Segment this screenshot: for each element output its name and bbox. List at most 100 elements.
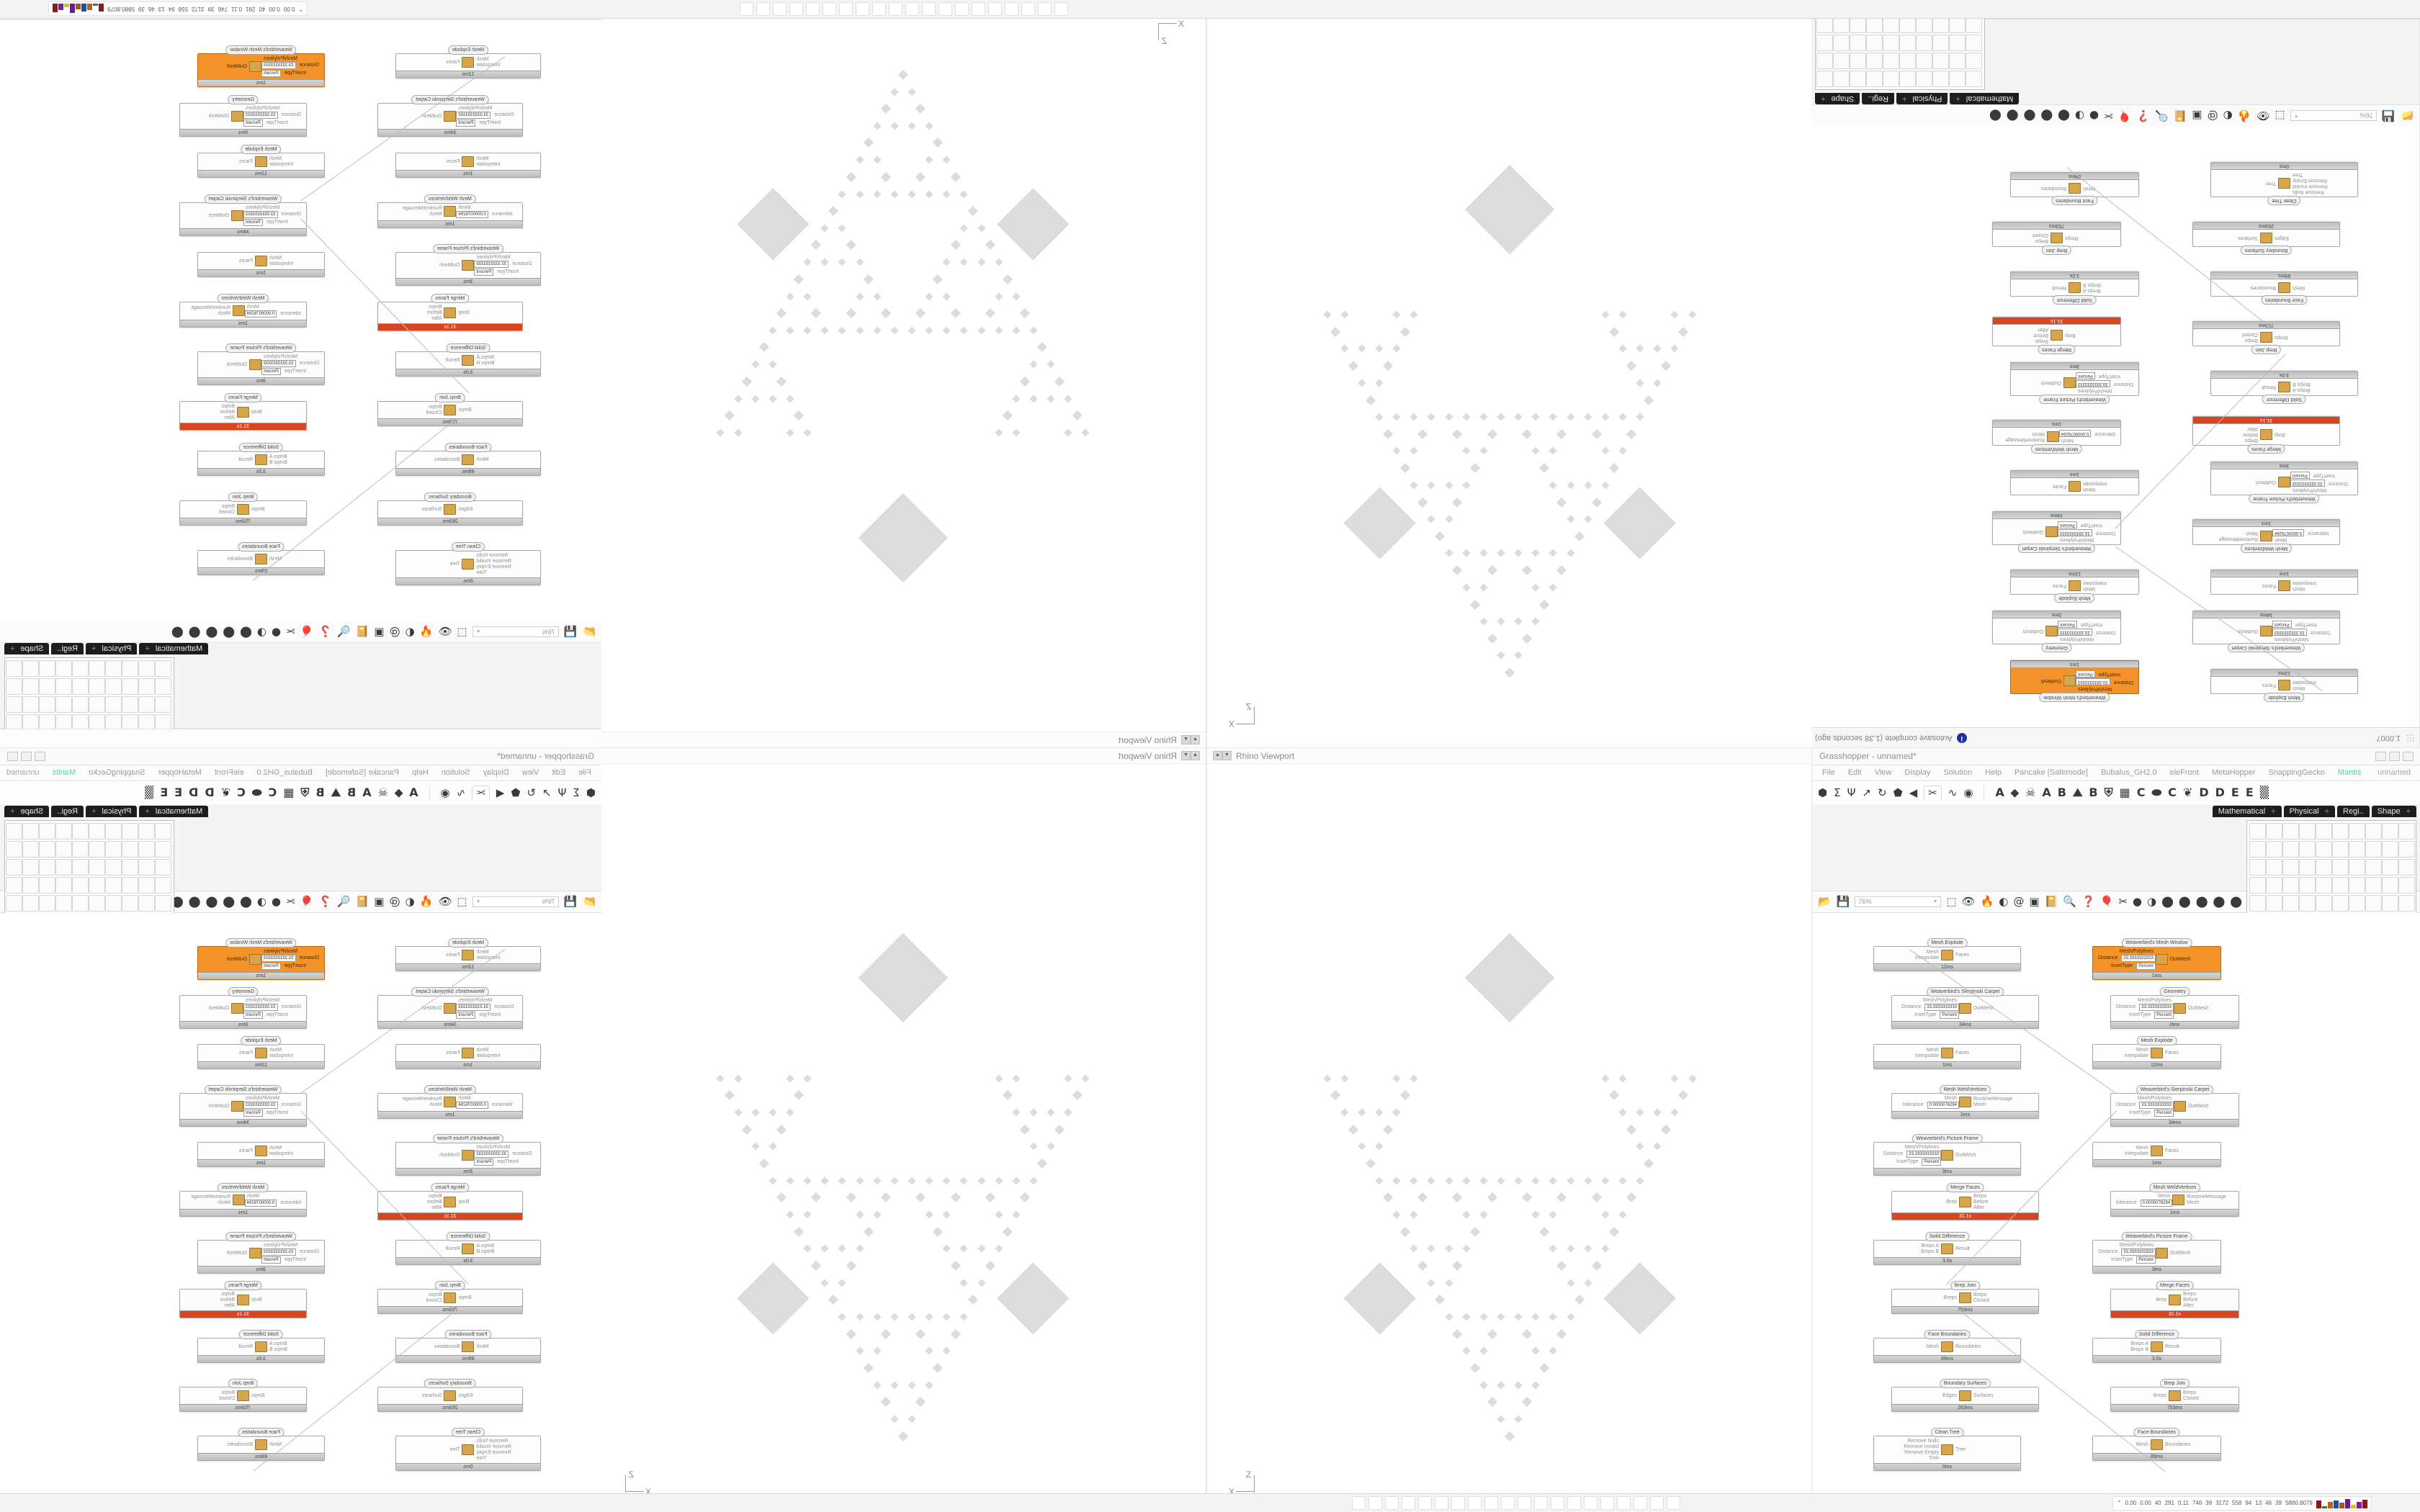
gh-node-input[interactable]: Edges [2272, 235, 2336, 240]
letter-d-icon[interactable]: D [189, 786, 199, 800]
gh-palette-item[interactable] [1883, 16, 1899, 33]
shade-icon[interactable]: ◑ [256, 894, 266, 908]
gh-node[interactable]: Merge Faces Brep Breps Before After 31.1s [179, 1280, 307, 1318]
gh-node-input[interactable]: Mesh/Polylines [2058, 537, 2118, 542]
gh-node-input[interactable]: Distance 33.3333333333 [2290, 480, 2354, 487]
gh-palette-item[interactable] [2282, 894, 2299, 912]
notes-icon[interactable] [789, 2, 804, 16]
chevron-down-icon[interactable]: ▼ [2293, 112, 2299, 118]
gh-node-input[interactable]: Interpolate [267, 261, 321, 266]
gh-node[interactable]: Mesh Explode Mesh Interpolate Faces 12ms [2010, 570, 2139, 603]
gh-node-input[interactable]: Mesh [1877, 1344, 1941, 1349]
gh-node-input[interactable]: Remove Nulls [2290, 189, 2354, 194]
menu-item-solution[interactable]: Solution [1943, 768, 1973, 778]
curve-icon[interactable]: ↻ [1877, 786, 1887, 799]
gh-node-input[interactable]: Breps [457, 1295, 520, 1300]
gh-node[interactable]: Weaverbird's Picture Frame Mesh/Polylines… [395, 1133, 541, 1176]
gh-palette-item[interactable] [6, 840, 22, 858]
save-icon[interactable]: 💾 [563, 894, 578, 908]
gh-palette-item[interactable] [6, 696, 22, 714]
gh-palette-item[interactable] [1833, 52, 1850, 69]
gh-palette-item[interactable] [22, 660, 39, 678]
gha-icon[interactable]: ▣ [374, 894, 385, 908]
gh-node-input[interactable]: Mesh [475, 1048, 538, 1053]
triangle-icon[interactable]: ◀ [496, 786, 505, 799]
shield-icon[interactable]: ⛨ [300, 786, 310, 800]
set-icon[interactable]: ∿ [456, 786, 466, 799]
gh-palette-item[interactable] [122, 822, 138, 840]
viewport-spinner[interactable]: ▲▼ [1213, 751, 1232, 760]
gh-palette-item[interactable] [55, 696, 72, 714]
gh-palette-item[interactable] [22, 678, 39, 696]
palette-tab-plus[interactable]: + [1821, 94, 1826, 103]
explorer-icon[interactable] [1351, 1496, 1366, 1510]
palette-tab-plus[interactable]: + [2406, 806, 2411, 816]
mail-icon[interactable] [1600, 1496, 1614, 1510]
gh-palette-item[interactable] [1899, 34, 1916, 51]
gh-node-input[interactable]: Breps B [2096, 1347, 2151, 1352]
gh-node-input[interactable]: Mesh [1877, 950, 1941, 955]
gh-node[interactable]: Weaverbird's Picture Frame Mesh/Polylines… [197, 343, 325, 385]
gh-pin-value[interactable]: 33.3333333333 [2139, 1003, 2174, 1011]
gh-node[interactable]: Geometry Mesh/Polylines Distance 33.3333333… [179, 94, 307, 137]
system-tray[interactable]: ⌃ 0.00 0.00 40 291 0.11 746 39 3172 558 94 13 46 39 58… [2112, 1495, 2372, 1511]
gh-pin-value[interactable]: Percent [1940, 1011, 1959, 1019]
gh-node-input[interactable]: Mesh [475, 57, 538, 62]
gh-node[interactable]: Merge Faces Brep Breps Before After 31.1s [1992, 317, 2121, 355]
letter-b-icon[interactable]: B [315, 786, 325, 800]
blue-drop-icon[interactable]: ⬤ [2230, 894, 2243, 908]
help-icon[interactable]: ❓ [2136, 109, 2151, 122]
gh-node-input[interactable]: Remove Invalid [475, 559, 538, 564]
gh-node-input[interactable]: Mesh [267, 1146, 321, 1151]
gh-palette-item[interactable] [1966, 34, 1982, 51]
gh-node-input[interactable]: InsetType Percent [1895, 1011, 1959, 1019]
gh-pin-value[interactable]: 33.3333333333 [2076, 678, 2110, 686]
gh-node-input[interactable]: Remove Empty [475, 564, 538, 570]
shape-icon[interactable]: ⬟ [1893, 786, 1903, 799]
gh-node[interactable]: Weaverbird's Picture Frame Mesh/Polylines… [2210, 462, 2358, 504]
gh-node-input[interactable]: Mesh/Polylines [261, 354, 321, 359]
gh-palette-item[interactable] [1966, 52, 1982, 69]
gh-node[interactable]: Brep Join Breps Breps Closed 753ms [1992, 222, 2121, 256]
maximize-button[interactable] [21, 751, 32, 761]
gh-node-input[interactable]: Interpolate [475, 955, 538, 960]
gh-node[interactable]: Weaverbird's Sierpinski Carpet Mesh/Polyl… [377, 94, 523, 137]
gh-node-input[interactable]: Distance 33.3333333333 [2058, 529, 2118, 537]
palette-tab-plus[interactable]: + [145, 644, 150, 654]
gh-node-input[interactable]: Mesh/Polylines [2096, 949, 2156, 954]
gh-node-input[interactable]: Mesh [245, 1194, 303, 1199]
gh-node-input[interactable]: tolerance 0.0000076294 [2114, 1199, 2173, 1207]
gh-node-input[interactable]: Remove Invalid [2290, 184, 2354, 189]
gh-palette-item[interactable] [155, 858, 171, 876]
shade-icon[interactable]: ◑ [256, 625, 266, 639]
gh-node-input[interactable]: Distance 33.3333333333 [261, 359, 321, 367]
menu-item-metahopper[interactable]: MetaHopper [2211, 768, 2256, 778]
gh-node-input[interactable]: Distance 33.3333333333 [2272, 629, 2336, 636]
menu-item-help[interactable]: Help [1985, 768, 2002, 778]
terminal-icon[interactable] [823, 2, 837, 16]
gh-pin-value[interactable]: Percent [243, 218, 263, 226]
gh-node-input[interactable]: Brep [249, 1297, 303, 1302]
gh-node-input[interactable]: Breps B [475, 361, 538, 366]
eye-icon[interactable]: ◉ [440, 786, 450, 799]
gh-palette-item[interactable] [2299, 822, 2316, 840]
gh-palette-item[interactable] [39, 678, 55, 696]
gh-node-input[interactable]: Edges [457, 1393, 520, 1398]
gh-palette-item[interactable] [6, 876, 22, 894]
palette-tab-regi[interactable]: Regi.. [1862, 92, 1894, 104]
gh-palette-item[interactable] [138, 876, 155, 894]
flame-icon[interactable]: 🔥 [2237, 109, 2251, 122]
gh-node-input[interactable]: Interpolate [1877, 1053, 1941, 1058]
gh-pin-value[interactable]: 33.3333333333 [243, 1101, 278, 1109]
hexagon-icon[interactable]: ⬢ [586, 786, 596, 799]
gh-node[interactable]: Weaverbird's Mesh Window Mesh/Polylines Di… [2010, 660, 2139, 703]
gh-pin-value[interactable]: 33.3333333333 [243, 1003, 278, 1011]
gh-pin-value[interactable]: 33.3333333333 [2272, 629, 2307, 636]
gh-node-input[interactable]: Interpolate [2081, 580, 2136, 585]
gh-node[interactable]: Mesh Interpolate Faces 1ms [395, 152, 541, 178]
gh-palette-item[interactable] [72, 696, 89, 714]
letter-a-icon[interactable]: A [362, 786, 372, 800]
gh-node-input[interactable]: Mesh/Polylines [2076, 388, 2136, 393]
